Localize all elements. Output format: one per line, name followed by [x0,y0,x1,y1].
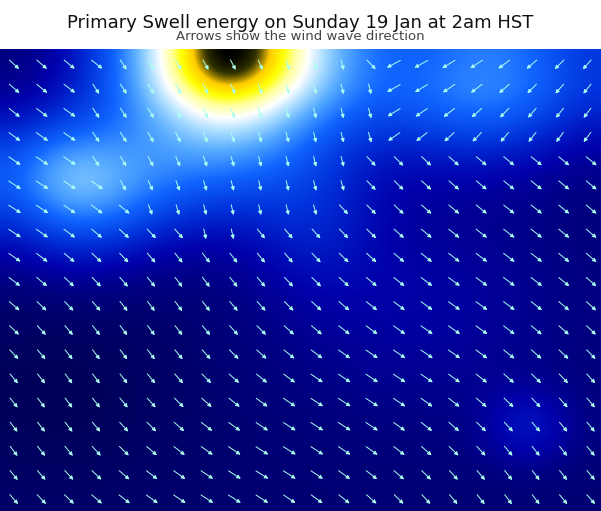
Text: Primary Swell energy on Sunday 19 Jan at 2am HST: Primary Swell energy on Sunday 19 Jan at… [67,14,534,32]
Text: Arrows show the wind wave direction: Arrows show the wind wave direction [176,30,425,42]
